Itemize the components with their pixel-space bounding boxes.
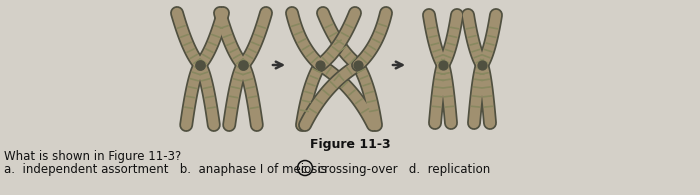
Text: a.  independent assortment   b.  anaphase I of meiosis: a. independent assortment b. anaphase I … [4, 163, 335, 176]
Text: c.: c. [300, 163, 310, 176]
Text: Figure 11-3: Figure 11-3 [309, 138, 391, 151]
Text: crossing-over   d.  replication: crossing-over d. replication [314, 163, 490, 176]
Text: What is shown in Figure 11-3?: What is shown in Figure 11-3? [4, 150, 181, 163]
